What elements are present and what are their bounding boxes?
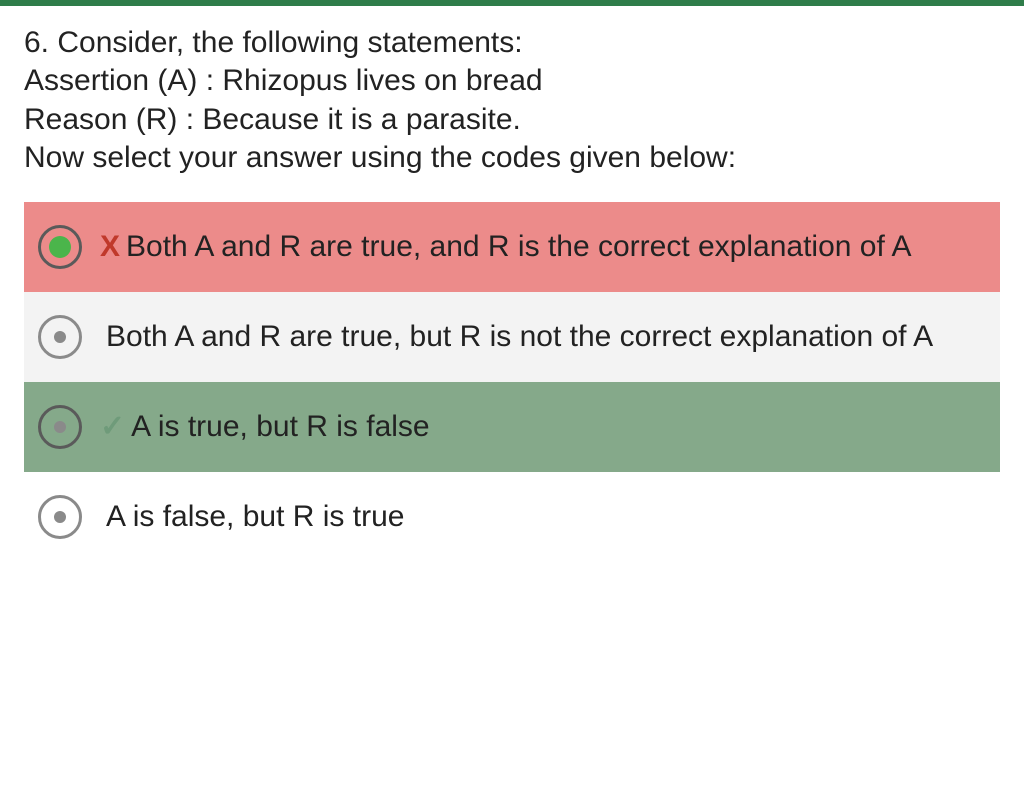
radio-button[interactable] [38, 495, 82, 539]
radio-outer-icon [38, 315, 82, 359]
option-a[interactable]: XBoth A and R are true, and R is the cor… [24, 202, 1000, 292]
option-text-content: A is true, but R is false [131, 410, 429, 443]
question-number-line: 6. Consider, the following statements: [24, 24, 1000, 62]
radio-outer-icon [38, 495, 82, 539]
option-label: XBoth A and R are true, and R is the cor… [100, 228, 986, 266]
option-text-content: A is false, but R is true [106, 500, 404, 533]
option-d[interactable]: A is false, but R is true [24, 472, 1000, 562]
radio-inner-icon [54, 331, 66, 343]
radio-outer-icon [38, 405, 82, 449]
option-label: Both A and R are true, but R is not the … [100, 318, 986, 356]
radio-button[interactable] [38, 405, 82, 449]
assertion-line: Assertion (A) : Rhizopus lives on bread [24, 62, 1000, 100]
option-b[interactable]: Both A and R are true, but R is not the … [24, 292, 1000, 382]
wrong-mark-icon: X [100, 230, 120, 263]
radio-inner-icon [49, 236, 71, 258]
question-text: 6. Consider, the following statements: A… [24, 24, 1000, 178]
option-text-content: Both A and R are true, but R is not the … [106, 320, 933, 353]
option-label: ✓A is true, but R is false [100, 408, 986, 446]
radio-button[interactable] [38, 315, 82, 359]
option-label: A is false, but R is true [100, 498, 986, 536]
radio-inner-icon [54, 421, 66, 433]
options-list: XBoth A and R are true, and R is the cor… [24, 202, 1000, 562]
option-c[interactable]: ✓A is true, but R is false [24, 382, 1000, 472]
radio-outer-icon [38, 225, 82, 269]
radio-inner-icon [54, 511, 66, 523]
radio-button[interactable] [38, 225, 82, 269]
option-text-content: Both A and R are true, and R is the corr… [126, 230, 911, 263]
prompt-line: Now select your answer using the codes g… [24, 139, 1000, 177]
reason-line: Reason (R) : Because it is a parasite. [24, 101, 1000, 139]
question-container: 6. Consider, the following statements: A… [0, 6, 1024, 586]
correct-mark-icon: ✓ [100, 410, 125, 443]
